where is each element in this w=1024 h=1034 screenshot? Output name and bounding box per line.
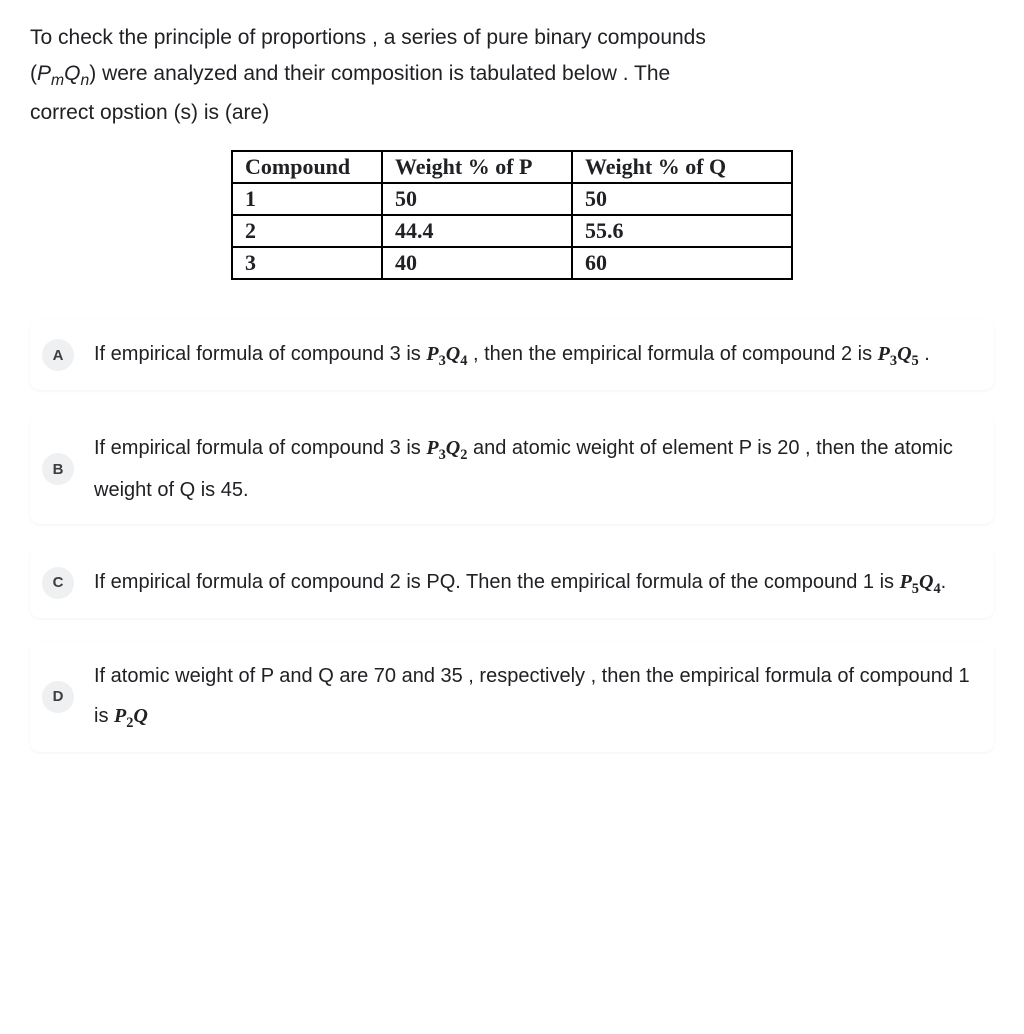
option-text-b: If empirical formula of compound 3 is P3…	[94, 428, 982, 510]
cell: 40	[382, 247, 572, 279]
options-list: A If empirical formula of compound 3 is …	[30, 320, 994, 751]
table-header-row: Compound Weight % of P Weight % of Q	[232, 151, 792, 183]
question-line1: To check the principle of proportions , …	[30, 26, 706, 49]
table-row: 1 50 50	[232, 183, 792, 215]
data-table-wrap: Compound Weight % of P Weight % of Q 1 5…	[30, 150, 994, 280]
option-c[interactable]: C If empirical formula of compound 2 is …	[30, 548, 994, 618]
formula-Q: Q	[64, 62, 80, 85]
composition-table: Compound Weight % of P Weight % of Q 1 5…	[231, 150, 793, 280]
col-weight-q: Weight % of Q	[572, 151, 792, 183]
option-text-a: If empirical formula of compound 3 is P3…	[94, 334, 930, 376]
question-line2-open: (	[30, 62, 37, 85]
formula-P: P	[37, 62, 51, 85]
col-weight-p: Weight % of P	[382, 151, 572, 183]
cell: 1	[232, 183, 382, 215]
col-compound: Compound	[232, 151, 382, 183]
cell: 2	[232, 215, 382, 247]
table-row: 3 40 60	[232, 247, 792, 279]
question-stem: To check the principle of proportions , …	[30, 20, 994, 130]
cell: 60	[572, 247, 792, 279]
option-badge-b: B	[42, 453, 74, 485]
option-a[interactable]: A If empirical formula of compound 3 is …	[30, 320, 994, 390]
cell: 50	[382, 183, 572, 215]
formula-m: m	[51, 72, 64, 89]
option-text-c: If empirical formula of compound 2 is PQ…	[94, 562, 946, 604]
option-badge-d: D	[42, 681, 74, 713]
question-line3: correct opstion (s) is (are)	[30, 101, 269, 124]
formula-n: n	[80, 72, 89, 89]
option-badge-c: C	[42, 567, 74, 599]
cell: 55.6	[572, 215, 792, 247]
cell: 44.4	[382, 215, 572, 247]
question-line2-suffix: ) were analyzed and their composition is…	[89, 62, 670, 85]
option-b[interactable]: B If empirical formula of compound 3 is …	[30, 414, 994, 524]
cell: 3	[232, 247, 382, 279]
table-row: 2 44.4 55.6	[232, 215, 792, 247]
option-badge-a: A	[42, 339, 74, 371]
cell: 50	[572, 183, 792, 215]
option-d[interactable]: D If atomic weight of P and Q are 70 and…	[30, 642, 994, 752]
option-text-d: If atomic weight of P and Q are 70 and 3…	[94, 656, 982, 738]
